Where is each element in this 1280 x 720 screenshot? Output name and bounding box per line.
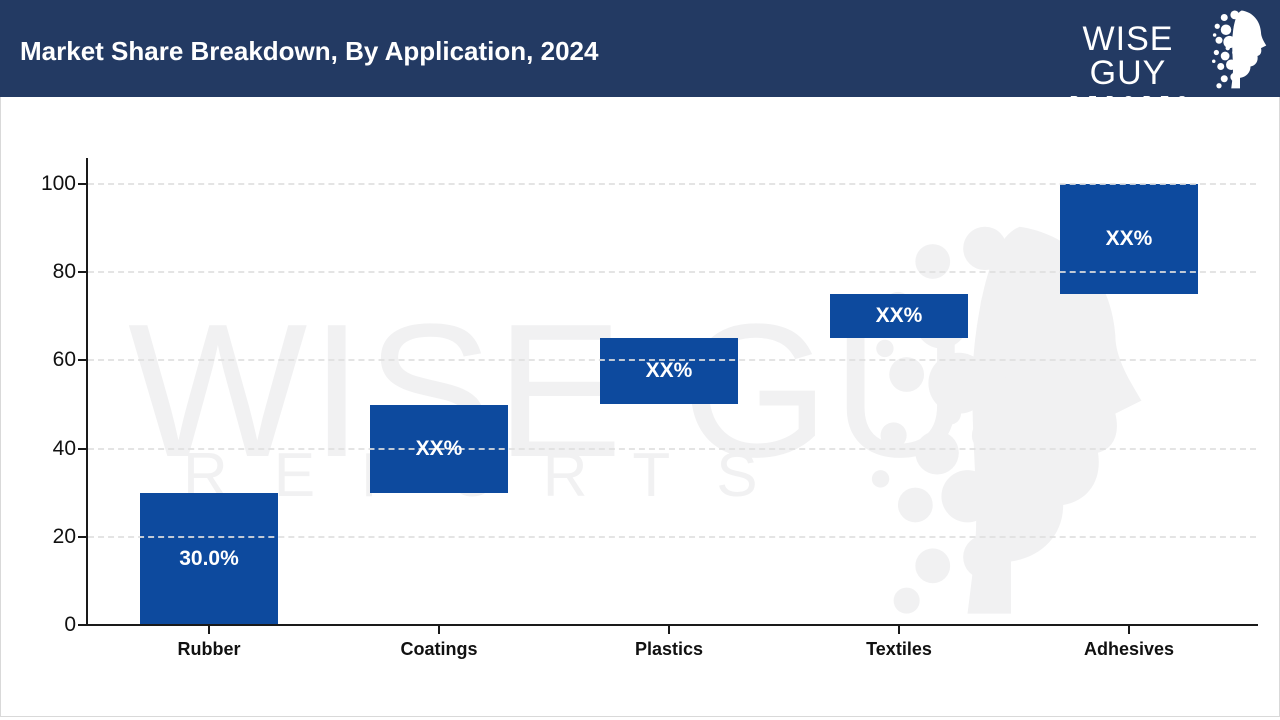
x-category-label: Rubber	[177, 639, 241, 659]
x-category-label: Adhesives	[1083, 639, 1175, 659]
x-tick-adhesives	[1128, 626, 1130, 634]
x-category-label: Plastics	[634, 639, 704, 659]
bar-value-label: XX%	[875, 304, 923, 328]
bar-plastics	[600, 338, 738, 405]
y-tick-20	[78, 535, 86, 538]
y-tick-label: 80	[52, 260, 76, 284]
x-tick-plastics	[668, 626, 670, 634]
bar-value-label: XX%	[645, 359, 693, 383]
bar-textiles	[830, 294, 968, 339]
y-axis-line	[86, 158, 88, 626]
x-category-label: Textiles	[866, 639, 932, 659]
x-tick-textiles	[898, 626, 900, 634]
wise-guy-logo: WISE GUY REPORTS	[1042, 22, 1214, 108]
bar-value-label: 30.0%	[179, 546, 239, 570]
x-category-label: Coatings	[400, 639, 478, 659]
y-tick-label: 20	[52, 524, 76, 548]
wise-guy-head-icon	[1212, 7, 1268, 91]
y-tick-40	[78, 447, 86, 450]
x-tick-coatings	[438, 626, 440, 634]
x-tick-rubber	[208, 626, 210, 634]
logo-wordmark: WISE GUY	[1082, 20, 1174, 92]
x-axis-line	[86, 624, 1258, 626]
y-tick-label: 0	[64, 613, 76, 636]
y-tick-80	[78, 271, 86, 274]
bar-value-label: XX%	[415, 436, 463, 460]
bar-rubber	[140, 492, 278, 625]
y-tick-60	[78, 359, 86, 362]
header: Market Share Breakdown, By Application, …	[0, 0, 1280, 108]
y-tick-100	[78, 183, 86, 185]
gridline-100	[88, 183, 1256, 185]
chart-title: Market Share Breakdown, By Application, …	[20, 36, 599, 66]
gridline-60	[88, 359, 1256, 362]
gridline-40	[88, 447, 1256, 450]
bar-adhesives	[1060, 184, 1198, 295]
y-tick-0	[78, 624, 86, 626]
watermark-head-icon	[815, 218, 1207, 618]
y-tick-label: 60	[52, 348, 76, 372]
gridline-80	[88, 271, 1256, 274]
logo-subtitle: REPORTS	[1069, 93, 1196, 108]
bar-value-label: XX%	[1105, 227, 1153, 251]
gridline-20	[88, 535, 1256, 538]
y-tick-label: 40	[52, 436, 76, 460]
y-tick-label: 100	[40, 172, 76, 195]
